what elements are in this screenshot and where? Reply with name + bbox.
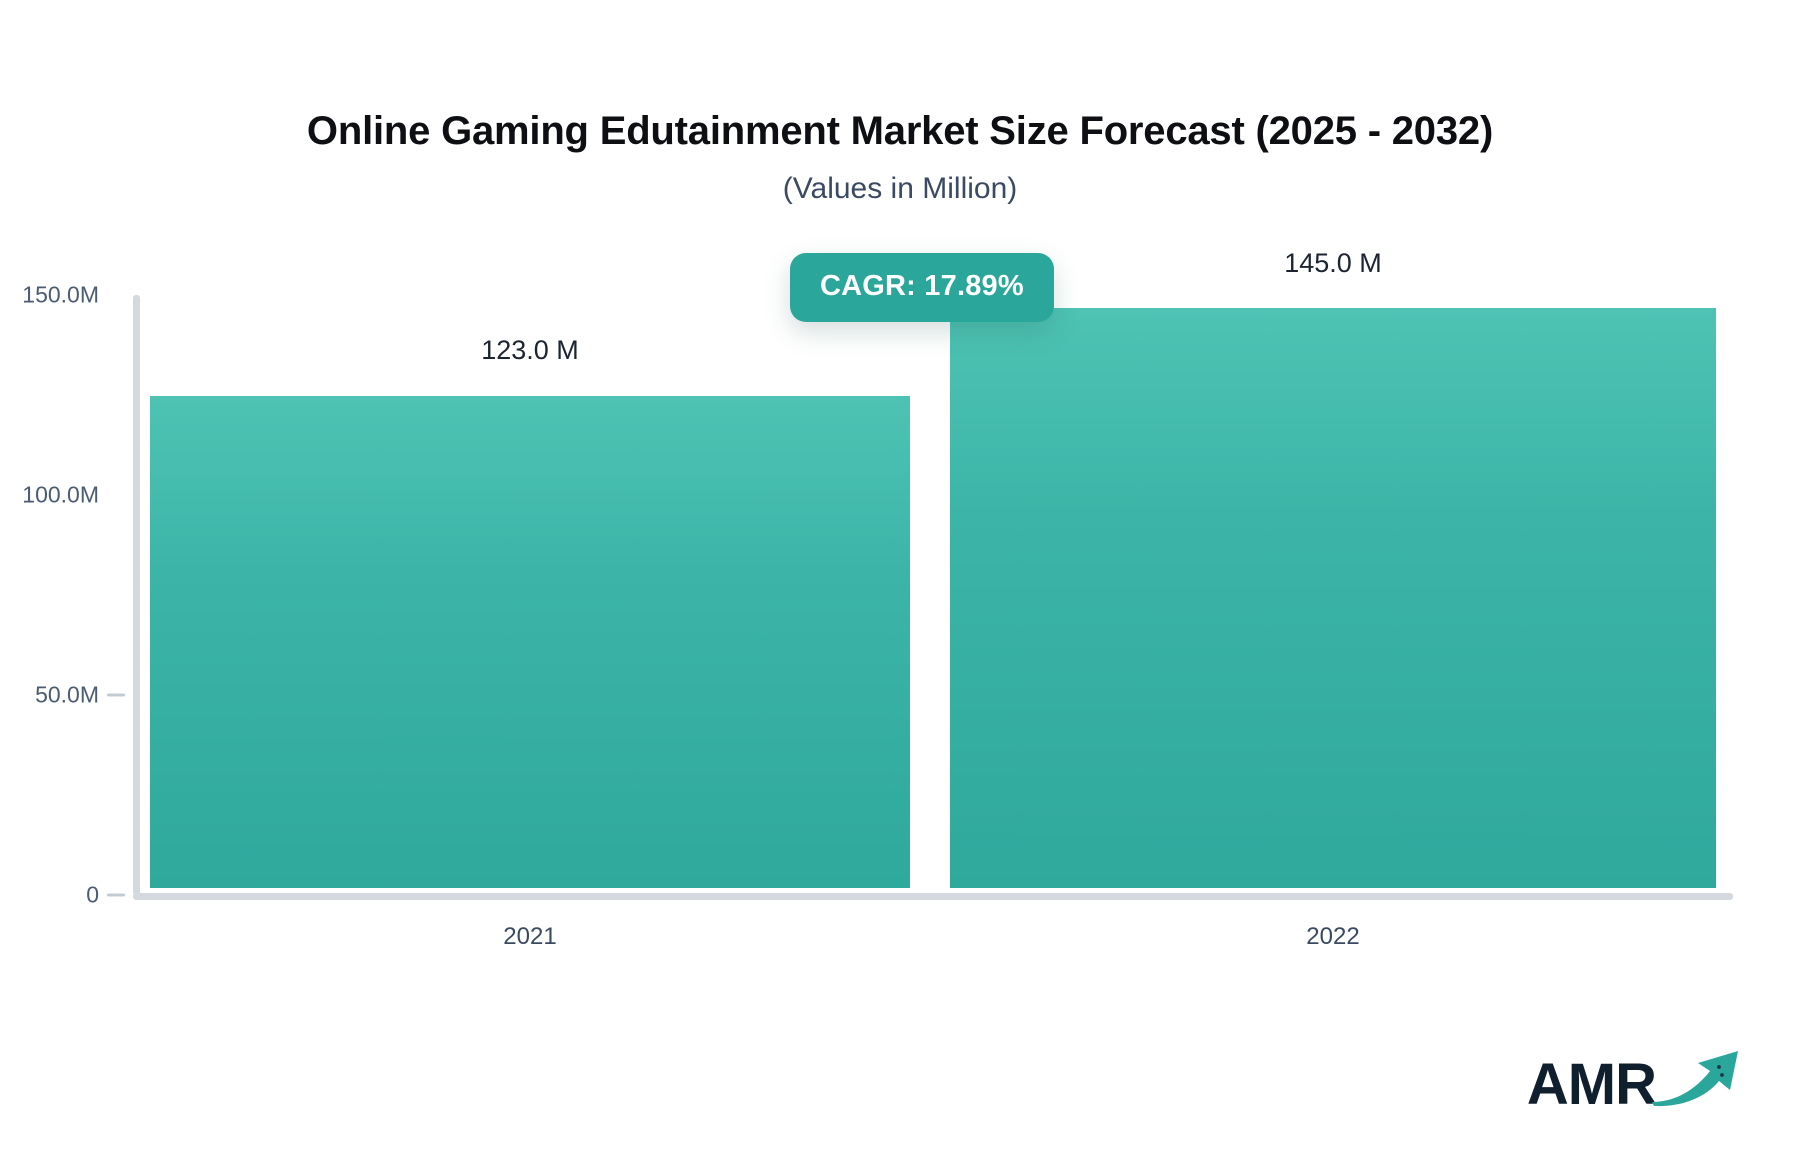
chart-subtitle: (Values in Million) [782,172,1018,205]
chart-title: Online Gaming Edutainment Market Size Fo… [306,109,1494,153]
bar-value-2021: 123.0 M [481,335,579,365]
bar-2022[interactable] [950,308,1716,888]
amr-logo-text: AMR [1526,1052,1657,1117]
cagr-badge[interactable]: CAGR: 17.89% [790,253,1054,322]
y-tick-mark-50m [107,693,125,697]
amr-logo[interactable]: AMR [1527,1045,1742,1114]
y-tick-label-150m: 150.0M [22,281,99,308]
x-axis-spine [133,893,1733,900]
y-axis: 150.0M 100.0M 50.0M 0 [0,282,133,908]
y-tick-mark-0 [107,893,125,897]
y-tick-label-100m: 100.0M [22,481,99,508]
x-tick-label-2022: 2022 [1306,923,1360,950]
y-tick-label-0: 0 [86,881,99,908]
bar-value-2022: 145.0 M [1284,248,1382,278]
bar-2021[interactable] [150,396,910,888]
growth-arrow-icon [1650,1045,1742,1112]
y-axis-spine [133,295,140,895]
x-tick-label-2021: 2021 [503,923,557,950]
y-tick-label-50m: 50.0M [35,681,99,708]
chart-header: Online Gaming Edutainment Market Size Fo… [0,108,1800,207]
plot-area: 123.0 M 145.0 M 2021 2022 [133,248,1733,950]
